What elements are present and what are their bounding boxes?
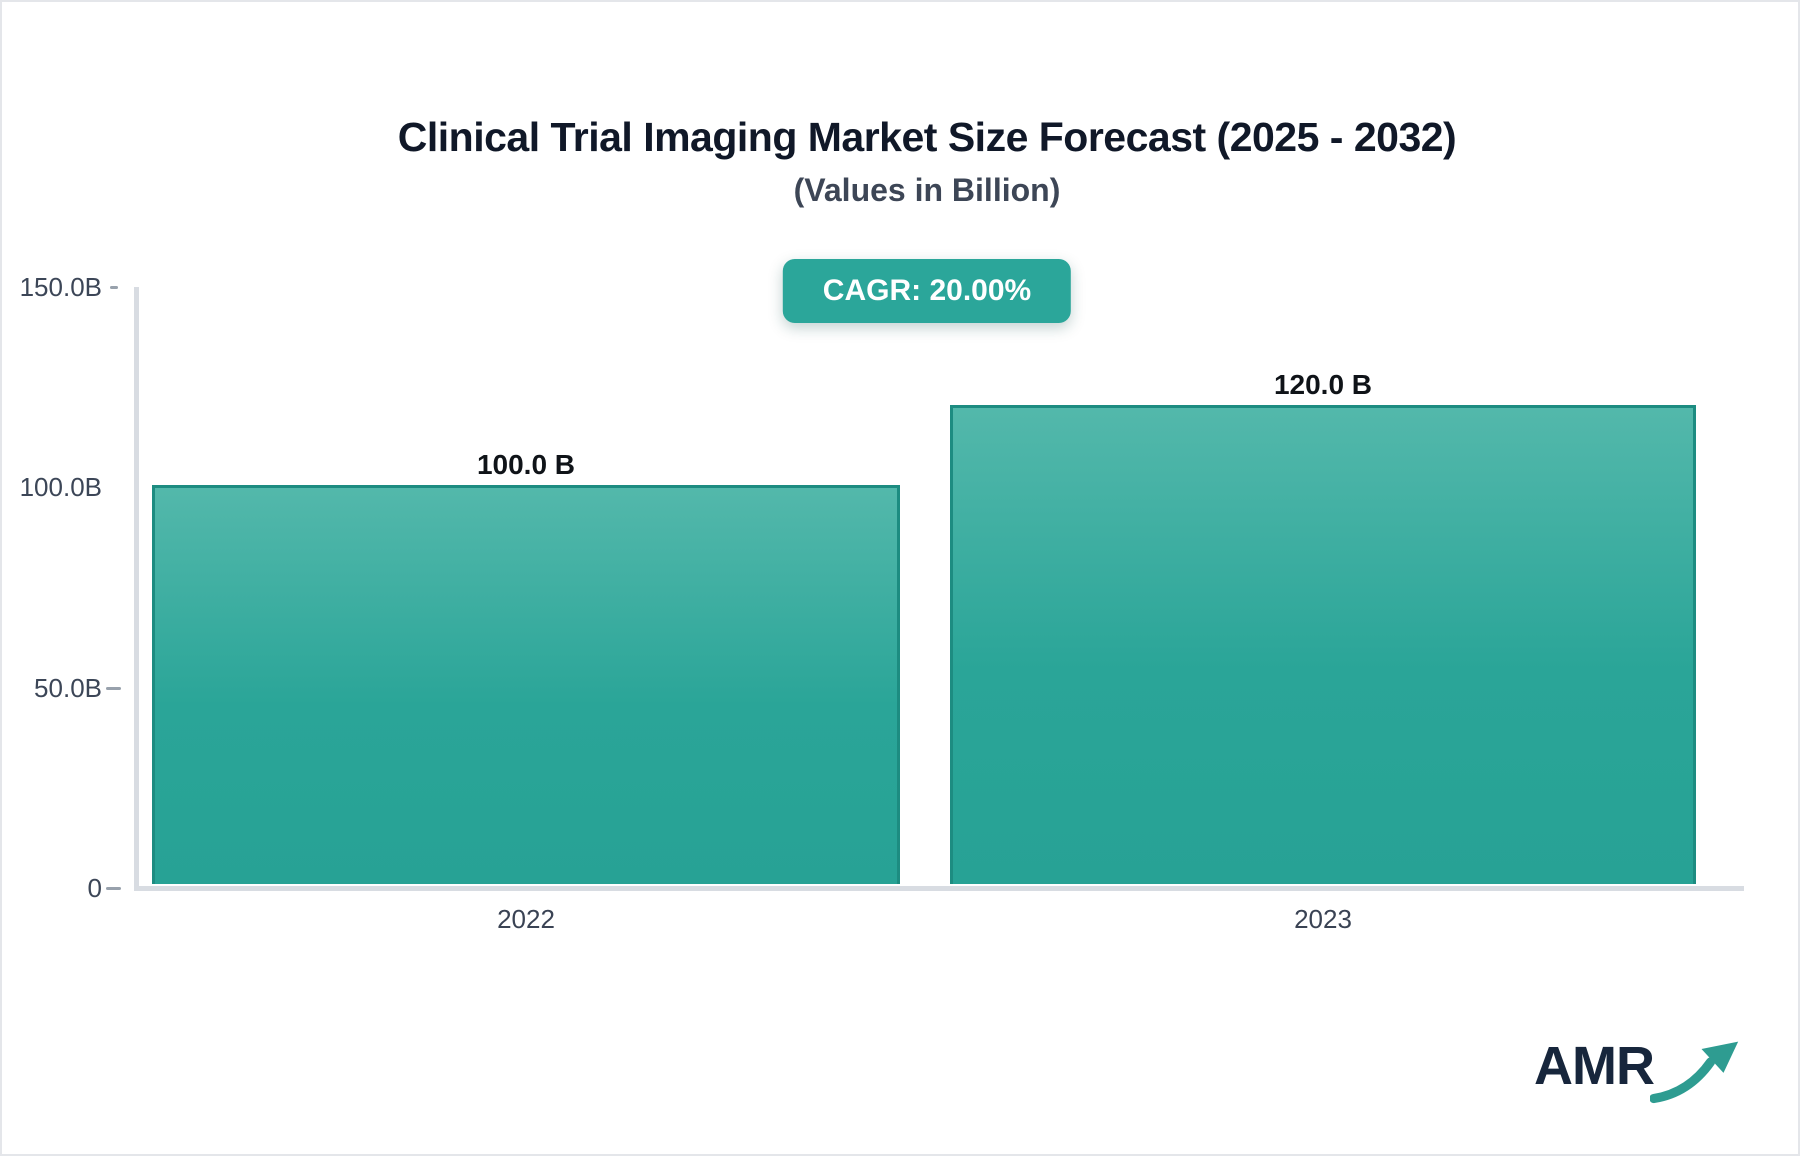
bar-value-label-2022: 100.0 B	[476, 449, 576, 480]
y-tick-mark-0	[106, 887, 121, 890]
amr-logo: AMR	[1534, 1034, 1742, 1109]
chart-subtitle: (Values in Billion)	[793, 172, 1061, 208]
y-axis-line	[134, 287, 139, 888]
chart-title: Clinical Trial Imaging Market Size Forec…	[397, 114, 1457, 160]
amr-logo-text: AMR	[1534, 1036, 1655, 1096]
y-tick-label-50: 50.0B	[34, 673, 102, 703]
bar-value-label-2023: 120.0 B	[1273, 369, 1373, 400]
y-tick-mark-50	[106, 687, 121, 690]
y-tick-label-100: 100.0B	[19, 472, 102, 502]
trend-arrow-icon	[1649, 1038, 1742, 1109]
x-axis-line	[134, 886, 1744, 891]
y-tick-label-150: 150.0B	[19, 272, 102, 302]
y-tick-mark-150	[110, 286, 118, 289]
cagr-badge: CAGR: 20.00%	[782, 259, 1072, 323]
y-tick-label-0: 0	[87, 873, 102, 903]
bar-2022	[152, 485, 900, 884]
x-axis-label-2022: 2022	[497, 904, 555, 934]
bar-2023	[950, 405, 1696, 884]
x-axis-label-2023: 2023	[1294, 904, 1352, 934]
